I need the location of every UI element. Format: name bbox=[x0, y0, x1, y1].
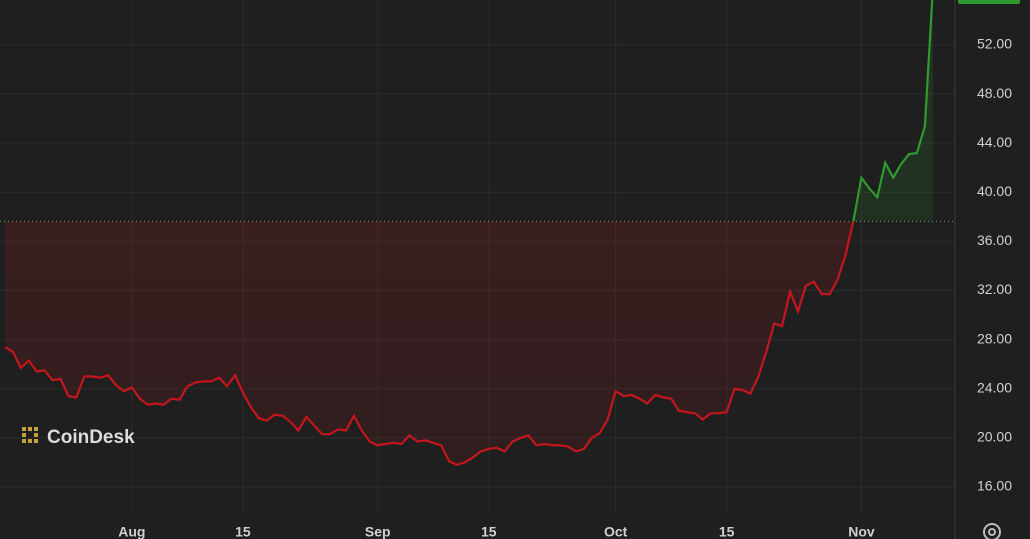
line-down bbox=[4, 221, 855, 467]
y-tick-label: 44.00 bbox=[977, 134, 1012, 150]
area-down bbox=[5, 221, 854, 465]
x-tick-label: 15 bbox=[719, 524, 735, 539]
y-tick-label: 52.00 bbox=[977, 36, 1012, 52]
x-tick-label: Oct bbox=[604, 524, 628, 539]
y-tick-label: 20.00 bbox=[977, 429, 1012, 445]
y-tick-label: 48.00 bbox=[977, 85, 1012, 101]
y-tick-label: 16.00 bbox=[977, 478, 1012, 494]
x-tick-label: 15 bbox=[235, 524, 251, 539]
plot bbox=[0, 0, 955, 467]
y-tick-label: 40.00 bbox=[977, 183, 1012, 199]
x-tick-label: Aug bbox=[118, 524, 145, 539]
y-tick-label: 28.00 bbox=[977, 330, 1012, 346]
settings-icon[interactable] bbox=[983, 523, 1001, 539]
y-tick-label: 32.00 bbox=[977, 281, 1012, 297]
y-tick-label: 36.00 bbox=[977, 232, 1012, 248]
watermark: CoinDesk bbox=[47, 427, 135, 448]
price-tag bbox=[958, 0, 1020, 4]
y-tick-label: 24.00 bbox=[977, 379, 1012, 395]
x-tick-label: 15 bbox=[481, 524, 497, 539]
x-tick-label: Sep bbox=[365, 524, 391, 539]
watermark-logo bbox=[22, 427, 38, 443]
x-tick-label: Nov bbox=[848, 524, 875, 539]
